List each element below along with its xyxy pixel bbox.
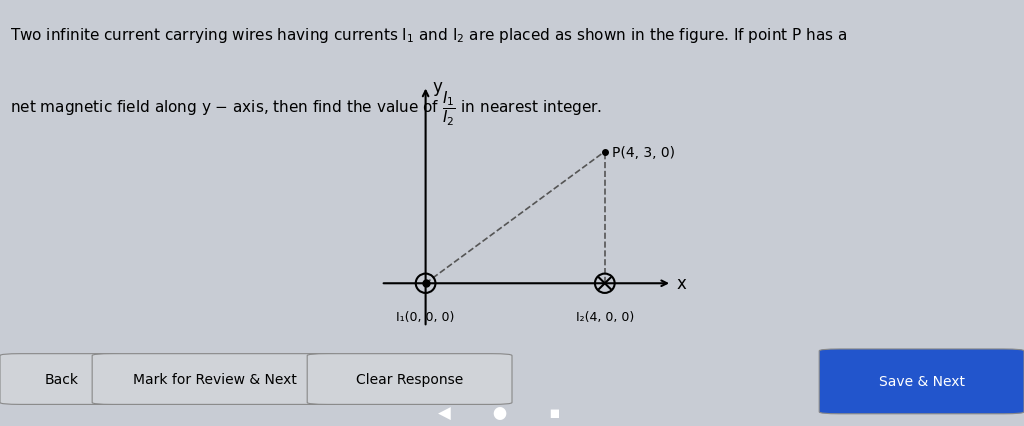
Text: Back: Back [44,372,79,386]
FancyBboxPatch shape [307,354,512,404]
Text: ◀        ●        ▪: ◀ ● ▪ [438,404,560,422]
Text: net magnetic field along y $-$ axis, then find the value of $\dfrac{I_1}{I_2}$ i: net magnetic field along y $-$ axis, the… [10,89,602,127]
FancyBboxPatch shape [0,354,123,404]
FancyBboxPatch shape [92,354,338,404]
Text: I₁(0, 0, 0): I₁(0, 0, 0) [396,310,455,323]
Text: Save & Next: Save & Next [879,374,965,389]
Text: Mark for Review & Next: Mark for Review & Next [133,372,297,386]
Text: I₂(4, 0, 0): I₂(4, 0, 0) [575,310,634,323]
Text: y: y [432,78,442,95]
Text: P(4, 3, 0): P(4, 3, 0) [611,145,675,159]
Text: Two infinite current carrying wires having currents I$_1$ and I$_2$ are placed a: Two infinite current carrying wires havi… [10,26,848,44]
FancyBboxPatch shape [819,349,1024,414]
Text: x: x [677,275,686,293]
Text: Clear Response: Clear Response [356,372,463,386]
